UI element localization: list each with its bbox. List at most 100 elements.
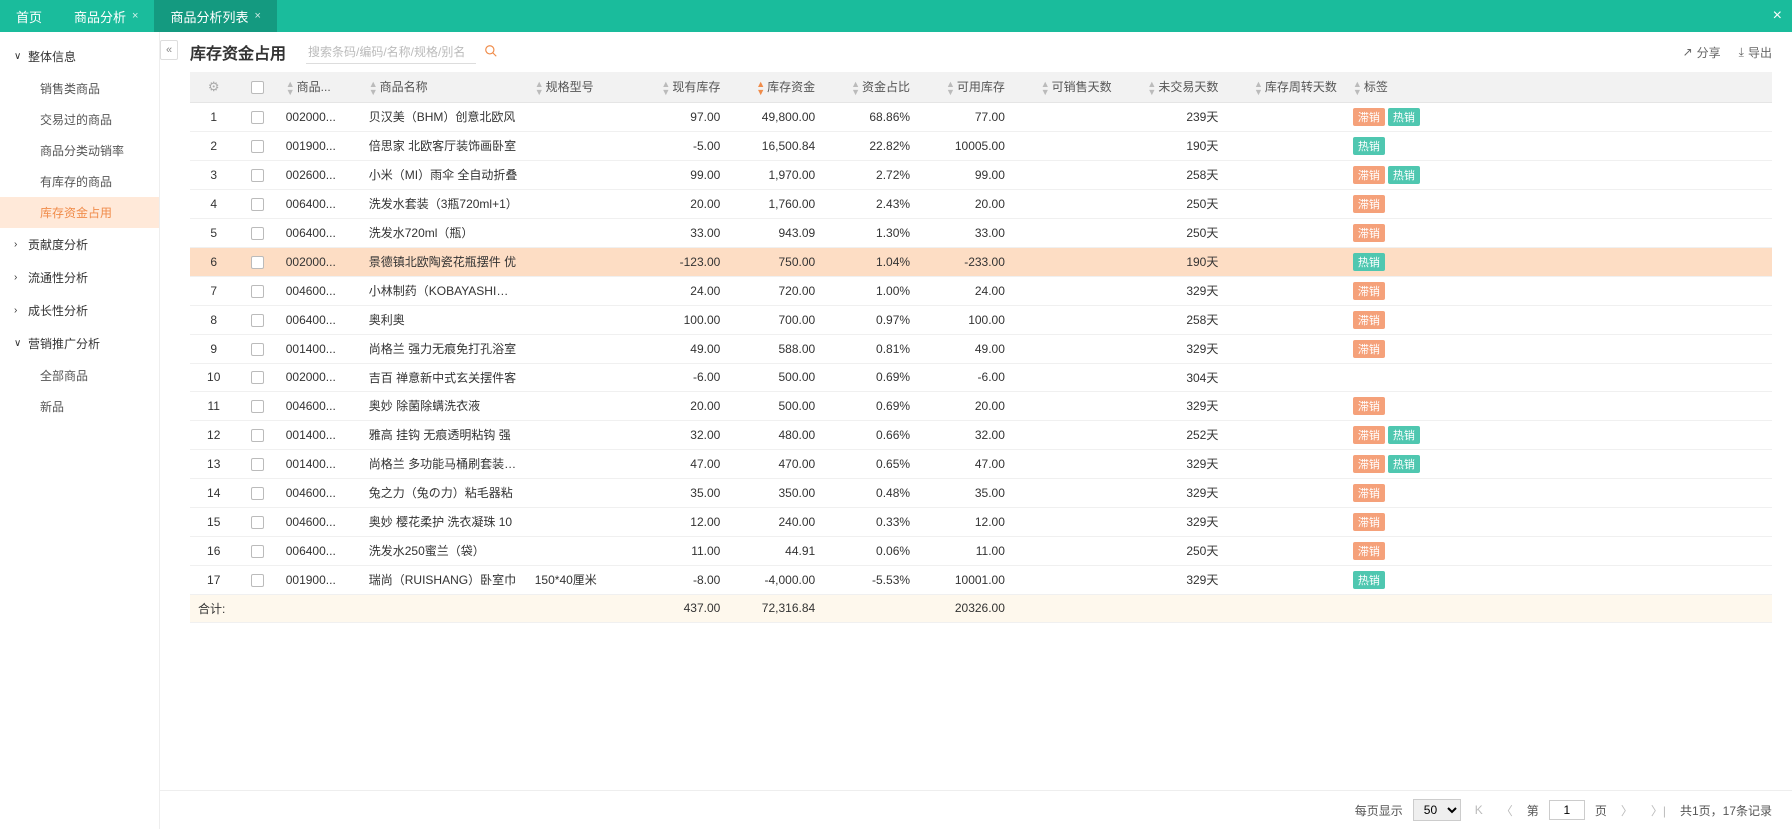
table-row[interactable]: 10 002000... 吉百 禅意新中式玄关摆件客 -6.00 500.00 … (190, 363, 1772, 391)
sidebar-item-0-0[interactable]: 销售类商品 (0, 73, 159, 104)
per-page-select[interactable]: 50 (1413, 799, 1461, 821)
sidebar-item-4-0[interactable]: 全部商品 (0, 360, 159, 391)
row-checkbox[interactable] (251, 285, 264, 298)
row-checkbox[interactable] (251, 371, 264, 384)
cell-code: 001400... (278, 334, 361, 363)
table-row[interactable]: 5 006400... 洗发水720ml（瓶） 33.00 943.09 1.3… (190, 218, 1772, 247)
tab-0[interactable]: 首页 (0, 0, 58, 32)
select-all-checkbox[interactable] (251, 81, 264, 94)
col-header-avail[interactable]: ▲▼可用库存 (918, 72, 1013, 102)
export-button[interactable]: ⤓ 导出 (1739, 44, 1772, 61)
sidebar-group-2[interactable]: ›流通性分析 (0, 261, 159, 294)
close-icon[interactable]: × (254, 10, 260, 22)
next-page-button[interactable]: 〉 (1617, 802, 1637, 819)
sidebar-item-0-4[interactable]: 库存资金占用 (0, 197, 159, 228)
cell-no-trade: 252天 (1120, 420, 1227, 449)
row-checkbox[interactable] (251, 198, 264, 211)
sidebar-item-4-1[interactable]: 新品 (0, 391, 159, 422)
row-checkbox[interactable] (251, 487, 264, 500)
table-row[interactable]: 17 001900... 瑞尚（RUISHANG）卧室巾 150*40厘米 -8… (190, 565, 1772, 594)
table-row[interactable]: 14 004600... 兔之力（兔の力）粘毛器粘 35.00 350.00 0… (190, 478, 1772, 507)
collapse-sidebar-button[interactable]: « (160, 40, 178, 60)
table-row[interactable]: 15 004600... 奥妙 樱花柔护 洗衣凝珠 10 12.00 240.0… (190, 507, 1772, 536)
first-page-button[interactable]: K (1471, 803, 1487, 817)
table-row[interactable]: 3 002600... 小米（MI）雨伞 全自动折叠 99.00 1,970.0… (190, 160, 1772, 189)
sort-icon[interactable]: ▲▼ (1147, 80, 1156, 96)
cell-fund: 700.00 (728, 305, 823, 334)
cell-spec (527, 276, 634, 305)
col-header-sell_days[interactable]: ▲▼可销售天数 (1013, 72, 1120, 102)
col-header-ratio[interactable]: ▲▼资金占比 (823, 72, 918, 102)
sidebar-item-0-2[interactable]: 商品分类动销率 (0, 135, 159, 166)
table-row[interactable]: 2 001900... 倍思家 北欧客厅装饰画卧室 -5.00 16,500.8… (190, 131, 1772, 160)
row-checkbox[interactable] (251, 169, 264, 182)
cell-turn-days (1226, 160, 1345, 189)
sort-icon[interactable]: ▲▼ (1353, 80, 1362, 96)
search-input[interactable] (306, 41, 476, 64)
row-checkbox[interactable] (251, 516, 264, 529)
table-row[interactable]: 9 001400... 尚格兰 强力无痕免打孔浴室 49.00 588.00 0… (190, 334, 1772, 363)
cell-sell-days (1013, 536, 1120, 565)
col-header-name[interactable]: ▲▼商品名称 (361, 72, 527, 102)
sort-icon[interactable]: ▲▼ (1254, 80, 1263, 96)
cell-fund: 240.00 (728, 507, 823, 536)
table-row[interactable]: 4 006400... 洗发水套装（3瓶720ml+1） 20.00 1,760… (190, 189, 1772, 218)
col-header-no_trade[interactable]: ▲▼未交易天数 (1120, 72, 1227, 102)
row-checkbox[interactable] (251, 429, 264, 442)
table-row[interactable]: 12 001400... 雅高 挂钩 无痕透明粘钩 强 32.00 480.00… (190, 420, 1772, 449)
row-checkbox[interactable] (251, 227, 264, 240)
row-checkbox[interactable] (251, 458, 264, 471)
col-header-spec[interactable]: ▲▼规格型号 (527, 72, 634, 102)
row-checkbox[interactable] (251, 140, 264, 153)
per-page-label: 每页显示 (1355, 802, 1403, 819)
row-checkbox[interactable] (251, 574, 264, 587)
sidebar-group-4[interactable]: ∨营销推广分析 (0, 327, 159, 360)
col-header-turn_days[interactable]: ▲▼库存周转天数 (1226, 72, 1345, 102)
table-row[interactable]: 11 004600... 奥妙 除菌除螨洗衣液 20.00 500.00 0.6… (190, 391, 1772, 420)
tab-label: 商品分析 (74, 7, 126, 26)
last-page-button[interactable]: 〉| (1647, 802, 1670, 819)
sidebar-group-0[interactable]: ∨整体信息 (0, 40, 159, 73)
sort-icon[interactable]: ▲▼ (756, 80, 765, 96)
close-icon[interactable]: × (1773, 0, 1782, 32)
sort-icon[interactable]: ▲▼ (851, 80, 860, 96)
tab-1[interactable]: 商品分析 × (58, 0, 154, 32)
sort-icon[interactable]: ▲▼ (661, 80, 670, 96)
col-header-code[interactable]: ▲▼商品... (278, 72, 361, 102)
sort-icon[interactable]: ▲▼ (535, 80, 544, 96)
table-row[interactable]: 8 006400... 奥利奥 100.00 700.00 0.97% 100.… (190, 305, 1772, 334)
col-header-stock[interactable]: ▲▼现有库存 (633, 72, 728, 102)
tab-2[interactable]: 商品分析列表× (154, 0, 276, 32)
page-input[interactable] (1549, 800, 1585, 820)
close-icon[interactable]: × (132, 10, 138, 22)
row-checkbox[interactable] (251, 545, 264, 558)
table-row[interactable]: 13 001400... 尚格兰 多功能马桶刷套装 贝 47.00 470.00… (190, 449, 1772, 478)
col-header-fund[interactable]: ▲▼库存资金 (728, 72, 823, 102)
prev-page-button[interactable]: 〈 (1497, 802, 1517, 819)
gear-icon[interactable]: ⚙ (208, 79, 220, 94)
col-header-tags[interactable]: ▲▼标签 (1345, 72, 1772, 102)
sidebar-group-3[interactable]: ›成长性分析 (0, 294, 159, 327)
share-button[interactable]: ↗ 分享 (1683, 44, 1721, 61)
sort-icon[interactable]: ▲▼ (369, 80, 378, 96)
sidebar-group-1[interactable]: ›贡献度分析 (0, 228, 159, 261)
sidebar-item-0-1[interactable]: 交易过的商品 (0, 104, 159, 135)
row-checkbox[interactable] (251, 343, 264, 356)
table-row[interactable]: 7 004600... 小林制药（KOBAYASHI）日 24.00 720.0… (190, 276, 1772, 305)
row-checkbox[interactable] (251, 256, 264, 269)
search-icon[interactable] (484, 44, 498, 61)
sort-icon[interactable]: ▲▼ (946, 80, 955, 96)
table-row[interactable]: 6 002000... 景德镇北欧陶瓷花瓶摆件 优 -123.00 750.00… (190, 247, 1772, 276)
row-checkbox[interactable] (251, 314, 264, 327)
row-index: 4 (190, 189, 237, 218)
cell-name: 景德镇北欧陶瓷花瓶摆件 优 (361, 247, 527, 276)
row-checkbox[interactable] (251, 111, 264, 124)
row-index: 3 (190, 160, 237, 189)
row-checkbox[interactable] (251, 400, 264, 413)
table-row[interactable]: 1 002000... 贝汉美（BHM）创意北欧风 97.00 49,800.0… (190, 102, 1772, 131)
table-row[interactable]: 16 006400... 洗发水250蜜兰（袋） 11.00 44.91 0.0… (190, 536, 1772, 565)
sort-icon[interactable]: ▲▼ (1041, 80, 1050, 96)
sort-icon[interactable]: ▲▼ (286, 80, 295, 96)
tag-badge: 热销 (1388, 455, 1420, 473)
sidebar-item-0-3[interactable]: 有库存的商品 (0, 166, 159, 197)
